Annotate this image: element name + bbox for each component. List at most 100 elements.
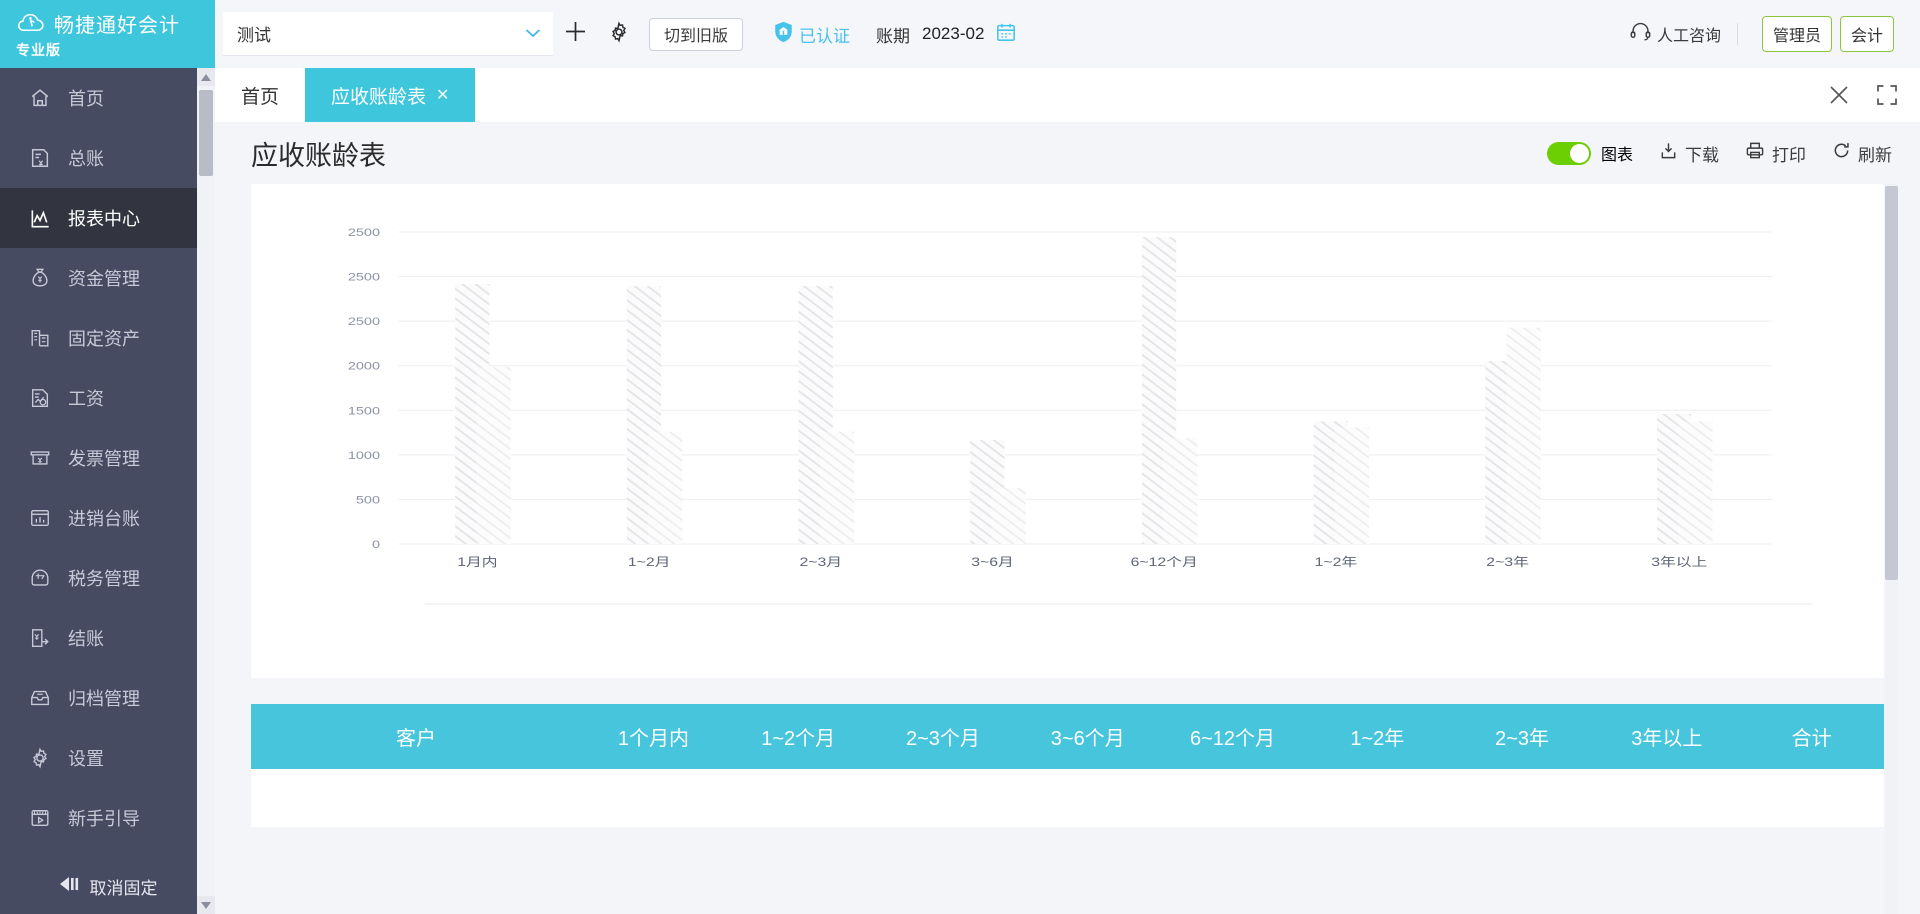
table-column-header[interactable]: 1个月内 <box>617 728 689 750</box>
sidebar-item-label: 结账 <box>68 629 104 649</box>
calendar-icon[interactable] <box>996 22 1016 47</box>
download-icon <box>1659 141 1678 165</box>
cloud-leaf-logo-icon <box>16 8 47 39</box>
chart-bar[interactable] <box>648 431 683 544</box>
print-icon <box>1745 141 1765 165</box>
table-column-header[interactable]: 1~2年 <box>1350 728 1405 750</box>
sidebar-item-period-close[interactable]: 结账 <box>0 608 215 668</box>
content-area: 首页 应收账龄表 ✕ <box>215 68 1920 914</box>
chart-toggle[interactable]: 图表 <box>1546 141 1633 165</box>
chart-bar[interactable] <box>991 487 1026 544</box>
y-axis-tick-label: 1500 <box>348 404 380 417</box>
x-axis-tick-label: 2~3月 <box>800 555 843 569</box>
chart-bar[interactable] <box>476 367 511 544</box>
sidebar-item-invoice-management[interactable]: 发票管理 <box>0 428 215 488</box>
table-column-header[interactable]: 3年以上 <box>1631 728 1703 750</box>
sidebar-scrollbar[interactable] <box>197 68 215 914</box>
table-body <box>251 769 1884 827</box>
chart-bar[interactable] <box>1163 437 1198 544</box>
sidebar-item-label: 总账 <box>68 149 104 169</box>
table-column-header[interactable]: 2~3个月 <box>905 728 980 750</box>
toggle-switch[interactable] <box>1546 141 1591 165</box>
divider <box>1736 23 1738 45</box>
verified-status[interactable]: 已认证 <box>773 21 850 48</box>
ledger-icon <box>28 146 52 170</box>
caret-down-icon[interactable] <box>197 896 215 914</box>
headset-icon <box>1630 21 1651 47</box>
sidebar-item-archive-management[interactable]: 归档管理 <box>0 668 215 728</box>
sidebar-item-fixed-assets[interactable]: 固定资产 <box>0 308 215 368</box>
sidebar-item-beginner-guide[interactable]: 新手引导 <box>0 788 215 848</box>
sidebar-item-label: 发票管理 <box>68 449 140 469</box>
unpin-sidebar-label: 取消固定 <box>89 879 158 898</box>
settings-button[interactable] <box>597 12 641 56</box>
content-scrollbar-thumb[interactable] <box>1885 186 1898 580</box>
table-column-header[interactable]: 2~3年 <box>1495 728 1550 750</box>
top-bar-right: 人工咨询 管理员 会计 <box>1630 16 1906 52</box>
fullscreen-icon[interactable] <box>1876 84 1898 106</box>
tab-home[interactable]: 首页 <box>215 68 305 122</box>
switch-old-version-button[interactable]: 切到旧版 <box>649 17 744 51</box>
tab-receivable-aging-report[interactable]: 应收账龄表 ✕ <box>305 68 476 122</box>
sidebar-item-report-center[interactable]: 报表中心 <box>0 188 215 248</box>
table-column-header[interactable]: 3~6个月 <box>1050 728 1125 750</box>
sidebar-item-fund-management[interactable]: 资金管理 <box>0 248 215 308</box>
tax-icon <box>28 566 52 590</box>
chevron-down-icon <box>525 25 541 42</box>
chart-bars <box>455 237 1713 544</box>
sidebar-item-member[interactable]: 好会员 <box>0 848 215 859</box>
payroll-icon <box>28 386 52 410</box>
gear-icon <box>608 20 630 48</box>
refresh-button[interactable]: 刷新 <box>1832 141 1892 166</box>
role-badge-admin[interactable]: 管理员 <box>1761 16 1832 52</box>
tab-label: 首页 <box>241 86 280 108</box>
chart-gridlines <box>398 231 1773 545</box>
refresh-icon <box>1832 141 1851 165</box>
sidebar-scrollbar-thumb[interactable] <box>199 90 213 176</box>
sidebar-item-label: 固定资产 <box>68 329 140 349</box>
chart-bar[interactable] <box>819 431 855 544</box>
brand-edition: 专业版 <box>16 42 61 58</box>
close-icon[interactable] <box>1828 84 1850 106</box>
table-column-header[interactable]: 合计 <box>1791 728 1832 750</box>
sidebar-item-label: 归档管理 <box>68 689 140 709</box>
sidebar-item-label: 税务管理 <box>68 569 140 589</box>
table-column-header[interactable]: 1~2个月 <box>761 728 836 750</box>
chart-bar[interactable] <box>1506 327 1541 544</box>
tab-label: 应收账龄表 <box>331 86 427 108</box>
caret-up-icon[interactable] <box>197 68 215 86</box>
chart-bar[interactable] <box>1334 427 1370 544</box>
tab-bar: 首页 应收账龄表 ✕ <box>215 68 1920 122</box>
role-badge-accountant[interactable]: 会计 <box>1839 16 1894 52</box>
period-label: 账期 <box>876 26 911 46</box>
download-button[interactable]: 下载 <box>1659 141 1719 166</box>
sidebar-item-tax-management[interactable]: 税务管理 <box>0 548 215 608</box>
print-button[interactable]: 打印 <box>1745 141 1806 166</box>
sidebar-item-home[interactable]: 首页 <box>0 68 215 128</box>
y-axis-tick-label: 2000 <box>348 359 380 372</box>
unpin-sidebar-button[interactable]: 取消固定 <box>0 859 215 914</box>
accounting-period[interactable]: 账期 2023-02 <box>876 22 1016 47</box>
sidebar-item-stock-ledger[interactable]: 进销台账 <box>0 488 215 548</box>
chart-toggle-label: 图表 <box>1600 147 1633 164</box>
gear-icon <box>28 746 52 770</box>
human-consult-button[interactable]: 人工咨询 <box>1630 21 1721 47</box>
sidebar-item-general-ledger[interactable]: 总账 <box>0 128 215 188</box>
aging-bar-chart: 0 500 1000 1500 2000 2500 2500 2500 1月内 1~2月 2~3月… <box>348 226 1812 605</box>
plus-icon <box>564 19 587 50</box>
brand-name: 畅捷通好会计 <box>54 15 180 37</box>
chart-card: 0 500 1000 1500 2000 2500 2500 2500 1月内 1~2月 2~3月… <box>251 184 1884 678</box>
account-set-select[interactable]: 测试 <box>223 12 553 56</box>
table-column-header[interactable]: 6~12个月 <box>1189 728 1276 750</box>
x-axis-tick-label: 6~12个月 <box>1131 555 1198 569</box>
top-bar: 畅捷通好会计 专业版 测试 <box>0 0 1920 68</box>
sidebar-item-payroll[interactable]: 工资 <box>0 368 215 428</box>
chart-bar[interactable] <box>1678 421 1713 544</box>
add-button[interactable] <box>553 12 597 56</box>
content-scrollbar[interactable] <box>1885 184 1898 914</box>
y-axis-tick-label: 0 <box>372 538 380 551</box>
sidebar-item-settings[interactable]: 设置 <box>0 728 215 788</box>
account-set-value: 测试 <box>237 26 271 45</box>
close-icon[interactable]: ✕ <box>436 87 450 104</box>
table-column-header[interactable]: 客户 <box>396 728 436 750</box>
